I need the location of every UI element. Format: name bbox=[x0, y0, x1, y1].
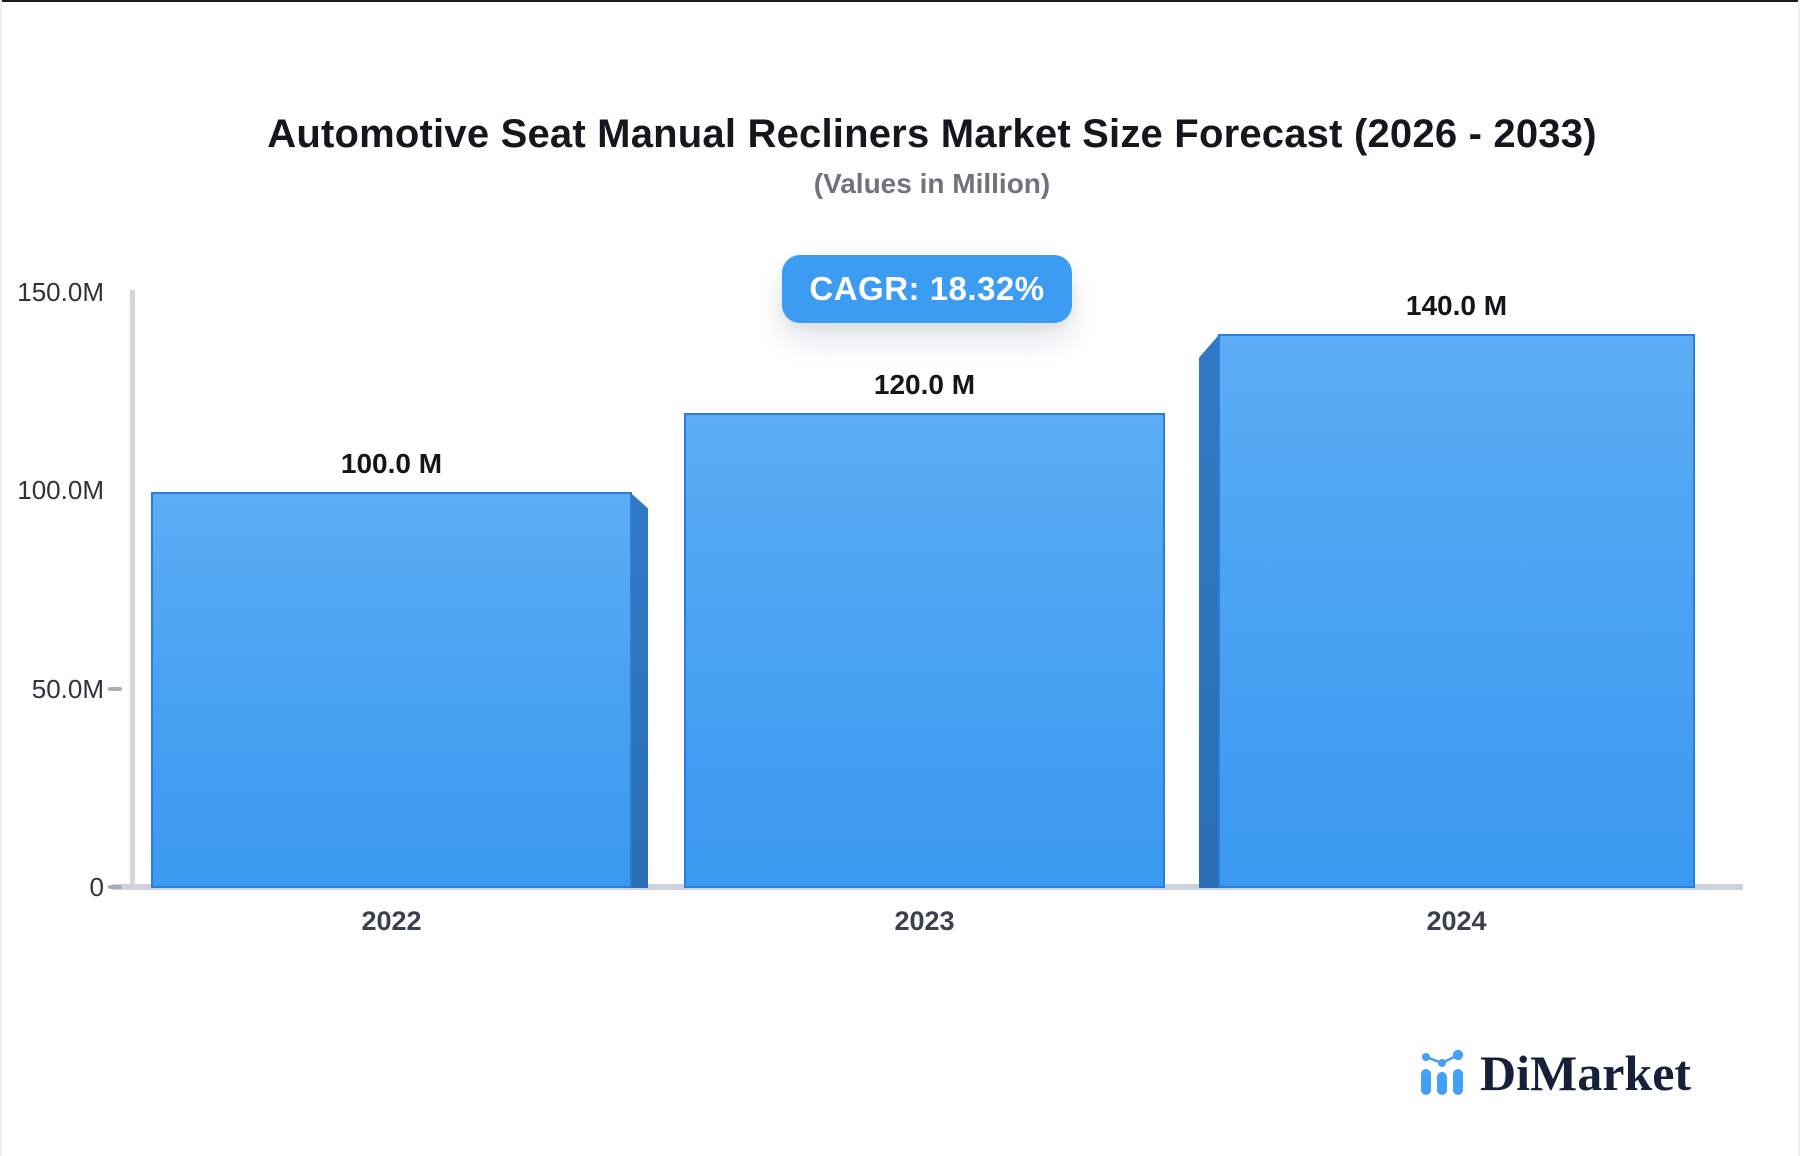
bar-value-label-2022: 100.0 M bbox=[340, 448, 443, 480]
bar-side-face-2022 bbox=[630, 492, 648, 888]
y-tick-mark bbox=[108, 686, 122, 691]
x-axis-label-2023: 2023 bbox=[894, 906, 955, 936]
x-axis-label-2024: 2024 bbox=[1426, 906, 1487, 936]
brand-logo[interactable]: DiMarket bbox=[1418, 1044, 1691, 1102]
cagr-badge: CAGR: 18.32% bbox=[782, 255, 1072, 323]
bar-2024[interactable] bbox=[1218, 333, 1695, 888]
y-axis-line bbox=[130, 290, 135, 890]
bar-value-label-2024: 140.0 M bbox=[1405, 289, 1508, 321]
x-axis-label-2022: 2022 bbox=[361, 906, 422, 936]
bar-2023[interactable] bbox=[684, 413, 1165, 888]
bar-value-label-2023: 120.0 M bbox=[873, 369, 976, 400]
chart-subtitle: (Values in Million) bbox=[813, 168, 1051, 199]
bar-side-face-2024 bbox=[1199, 333, 1220, 888]
brand-name: DiMarket bbox=[1480, 1045, 1692, 1101]
y-tick-label: 100.0M bbox=[17, 475, 104, 506]
top-border-line bbox=[2, 0, 1798, 2]
y-tick-label: 0 bbox=[89, 872, 104, 902]
bar-2022[interactable] bbox=[151, 492, 632, 888]
y-tick-mark bbox=[108, 885, 122, 889]
y-tick-label: 50.0M bbox=[31, 673, 104, 704]
bar-chart-trend-icon bbox=[1421, 1049, 1464, 1095]
y-tick-label: 150.0M bbox=[17, 277, 104, 307]
chart-title: Automotive Seat Manual Recliners Market … bbox=[267, 112, 1597, 156]
